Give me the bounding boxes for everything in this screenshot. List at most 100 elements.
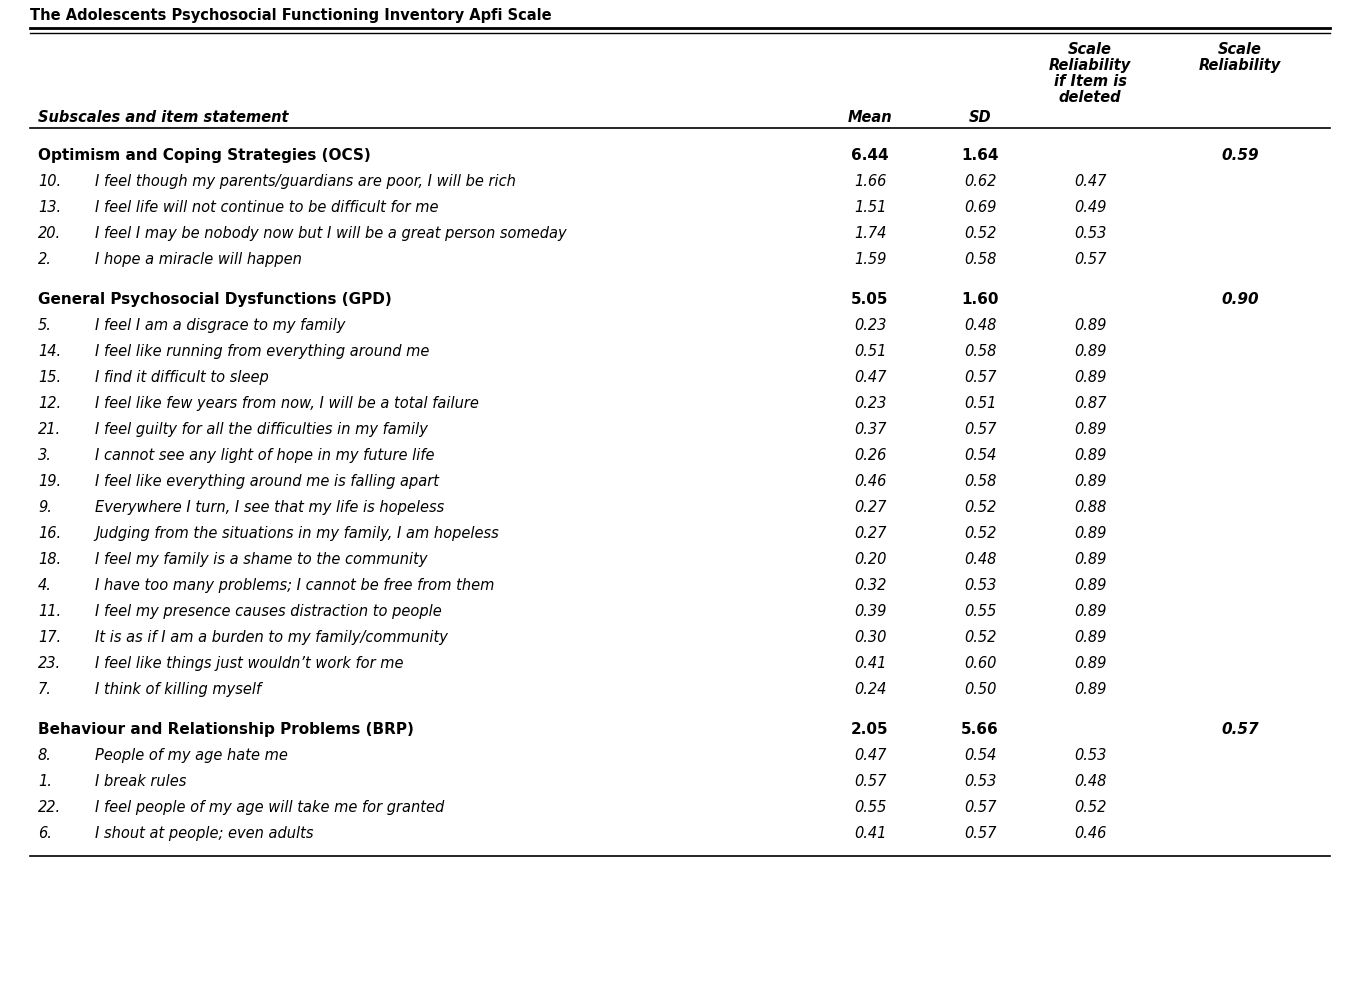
- Text: 0.89: 0.89: [1074, 682, 1106, 697]
- Text: 0.55: 0.55: [964, 604, 997, 619]
- Text: 23.: 23.: [38, 656, 61, 671]
- Text: I feel life will not continue to be difficult for me: I feel life will not continue to be diff…: [95, 200, 439, 215]
- Text: 0.89: 0.89: [1074, 526, 1106, 541]
- Text: 0.57: 0.57: [964, 422, 997, 437]
- Text: 5.05: 5.05: [852, 292, 888, 307]
- Text: Scale: Scale: [1219, 42, 1262, 57]
- Text: 0.41: 0.41: [854, 656, 886, 671]
- Text: 14.: 14.: [38, 344, 61, 359]
- Text: 10.: 10.: [38, 174, 61, 189]
- Text: 0.47: 0.47: [1074, 174, 1106, 189]
- Text: 0.48: 0.48: [964, 552, 997, 567]
- Text: 0.30: 0.30: [854, 630, 886, 645]
- Text: 0.39: 0.39: [854, 604, 886, 619]
- Text: 0.50: 0.50: [964, 682, 997, 697]
- Text: 0.27: 0.27: [854, 500, 886, 515]
- Text: 0.48: 0.48: [1074, 774, 1106, 789]
- Text: 0.58: 0.58: [964, 474, 997, 489]
- Text: if Item is: if Item is: [1053, 74, 1127, 89]
- Text: 0.89: 0.89: [1074, 370, 1106, 385]
- Text: Behaviour and Relationship Problems (BRP): Behaviour and Relationship Problems (BRP…: [38, 722, 414, 737]
- Text: 11.: 11.: [38, 604, 61, 619]
- Text: 5.: 5.: [38, 318, 51, 333]
- Text: 0.41: 0.41: [854, 826, 886, 841]
- Text: People of my age hate me: People of my age hate me: [95, 748, 288, 763]
- Text: 0.46: 0.46: [1074, 826, 1106, 841]
- Text: 0.58: 0.58: [964, 344, 997, 359]
- Text: 1.66: 1.66: [854, 174, 886, 189]
- Text: 0.52: 0.52: [964, 526, 997, 541]
- Text: I feel people of my age will take me for granted: I feel people of my age will take me for…: [95, 800, 444, 815]
- Text: 0.49: 0.49: [1074, 200, 1106, 215]
- Text: I feel like few years from now, I will be a total failure: I feel like few years from now, I will b…: [95, 396, 479, 411]
- Text: I shout at people; even adults: I shout at people; even adults: [95, 826, 314, 841]
- Text: 8.: 8.: [38, 748, 51, 763]
- Text: 2.05: 2.05: [852, 722, 888, 737]
- Text: Subscales and item statement: Subscales and item statement: [38, 110, 288, 125]
- Text: 13.: 13.: [38, 200, 61, 215]
- Text: 0.53: 0.53: [1074, 226, 1106, 241]
- Text: 0.32: 0.32: [854, 578, 886, 593]
- Text: 3.: 3.: [38, 448, 51, 463]
- Text: 0.53: 0.53: [964, 578, 997, 593]
- Text: 0.89: 0.89: [1074, 474, 1106, 489]
- Text: 0.27: 0.27: [854, 526, 886, 541]
- Text: 0.60: 0.60: [964, 656, 997, 671]
- Text: 0.89: 0.89: [1074, 344, 1106, 359]
- Text: 0.89: 0.89: [1074, 604, 1106, 619]
- Text: 0.62: 0.62: [964, 174, 997, 189]
- Text: I have too many problems; I cannot be free from them: I have too many problems; I cannot be fr…: [95, 578, 494, 593]
- Text: 5.66: 5.66: [961, 722, 999, 737]
- Text: I feel my family is a shame to the community: I feel my family is a shame to the commu…: [95, 552, 428, 567]
- Text: 0.52: 0.52: [964, 226, 997, 241]
- Text: I feel guilty for all the difficulties in my family: I feel guilty for all the difficulties i…: [95, 422, 428, 437]
- Text: 0.53: 0.53: [964, 774, 997, 789]
- Text: 1.60: 1.60: [961, 292, 999, 307]
- Text: I hope a miracle will happen: I hope a miracle will happen: [95, 252, 302, 267]
- Text: 1.: 1.: [38, 774, 51, 789]
- Text: I feel like everything around me is falling apart: I feel like everything around me is fall…: [95, 474, 439, 489]
- Text: 2.: 2.: [38, 252, 51, 267]
- Text: 18.: 18.: [38, 552, 61, 567]
- Text: 9.: 9.: [38, 500, 51, 515]
- Text: The Adolescents Psychosocial Functioning Inventory Apfi Scale: The Adolescents Psychosocial Functioning…: [30, 8, 551, 23]
- Text: 0.89: 0.89: [1074, 578, 1106, 593]
- Text: 0.20: 0.20: [854, 552, 886, 567]
- Text: 7.: 7.: [38, 682, 51, 697]
- Text: 0.57: 0.57: [1221, 722, 1259, 737]
- Text: 0.89: 0.89: [1074, 318, 1106, 333]
- Text: 0.53: 0.53: [1074, 748, 1106, 763]
- Text: 0.52: 0.52: [1074, 800, 1106, 815]
- Text: 0.55: 0.55: [854, 800, 886, 815]
- Text: Reliability: Reliability: [1198, 58, 1281, 73]
- Text: 0.52: 0.52: [964, 630, 997, 645]
- Text: 1.51: 1.51: [854, 200, 886, 215]
- Text: Scale: Scale: [1068, 42, 1112, 57]
- Text: I cannot see any light of hope in my future life: I cannot see any light of hope in my fut…: [95, 448, 435, 463]
- Text: 0.89: 0.89: [1074, 422, 1106, 437]
- Text: Judging from the situations in my family, I am hopeless: Judging from the situations in my family…: [95, 526, 498, 541]
- Text: Optimism and Coping Strategies (OCS): Optimism and Coping Strategies (OCS): [38, 148, 371, 163]
- Text: 0.89: 0.89: [1074, 656, 1106, 671]
- Text: 0.23: 0.23: [854, 318, 886, 333]
- Text: I feel though my parents/guardians are poor, I will be rich: I feel though my parents/guardians are p…: [95, 174, 516, 189]
- Text: 16.: 16.: [38, 526, 61, 541]
- Text: 0.48: 0.48: [964, 318, 997, 333]
- Text: 0.52: 0.52: [964, 500, 997, 515]
- Text: deleted: deleted: [1059, 90, 1121, 105]
- Text: 1.59: 1.59: [854, 252, 886, 267]
- Text: General Psychosocial Dysfunctions (GPD): General Psychosocial Dysfunctions (GPD): [38, 292, 391, 307]
- Text: 1.74: 1.74: [854, 226, 886, 241]
- Text: I feel I am a disgrace to my family: I feel I am a disgrace to my family: [95, 318, 345, 333]
- Text: 0.51: 0.51: [854, 344, 886, 359]
- Text: Mean: Mean: [848, 110, 892, 125]
- Text: 0.57: 0.57: [854, 774, 886, 789]
- Text: 0.24: 0.24: [854, 682, 886, 697]
- Text: 6.44: 6.44: [852, 148, 888, 163]
- Text: 0.89: 0.89: [1074, 448, 1106, 463]
- Text: 0.57: 0.57: [964, 800, 997, 815]
- Text: 20.: 20.: [38, 226, 61, 241]
- Text: 17.: 17.: [38, 630, 61, 645]
- Text: It is as if I am a burden to my family/community: It is as if I am a burden to my family/c…: [95, 630, 448, 645]
- Text: 0.46: 0.46: [854, 474, 886, 489]
